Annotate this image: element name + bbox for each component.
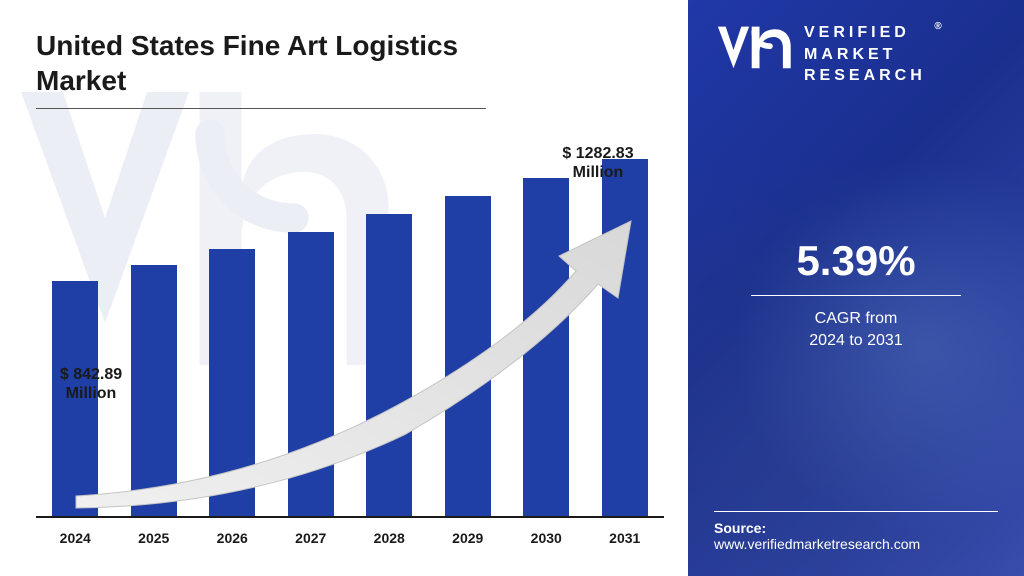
bar-2027 (272, 140, 351, 516)
x-label: 2030 (507, 530, 586, 546)
bar-2030 (507, 140, 586, 516)
source-label: Source: (714, 520, 998, 536)
summary-panel: VERIFIED MARKET RESEARCH ® 5.39% CAGR fr… (688, 0, 1024, 576)
bar-2029 (429, 140, 508, 516)
bar (366, 214, 412, 516)
bar (602, 159, 648, 516)
vm-logo-mark (714, 22, 792, 82)
x-label: 2024 (36, 530, 115, 546)
title-underline (36, 108, 486, 109)
x-label: 2028 (350, 530, 429, 546)
source-url: www.verifiedmarketresearch.com (714, 536, 998, 552)
x-label: 2031 (586, 530, 665, 546)
x-label: 2029 (429, 530, 508, 546)
stat-underline (751, 295, 961, 296)
bar-2024 (36, 140, 115, 516)
bar-2025 (115, 140, 194, 516)
cagr-caption: CAGR from 2024 to 2031 (714, 308, 998, 353)
bar (209, 249, 255, 516)
chart-panel: United States Fine Art Logistics Market … (0, 0, 688, 576)
start-value-label: $ 842.89 Million (36, 365, 146, 403)
bar-2026 (193, 140, 272, 516)
bar (523, 178, 569, 516)
end-value-label: $ 1282.83 Million (538, 144, 658, 182)
source-rule (714, 511, 998, 512)
bar-2028 (350, 140, 429, 516)
x-label: 2026 (193, 530, 272, 546)
registered-icon: ® (934, 20, 941, 34)
bar-chart: $ 842.89 Million $ 1282.83 Million 20242… (36, 140, 664, 546)
brand-name: VERIFIED MARKET RESEARCH ® (804, 22, 926, 87)
bar (445, 196, 491, 516)
bar-2031 (586, 140, 665, 516)
source-block: Source: www.verifiedmarketresearch.com (714, 511, 998, 552)
bar (288, 232, 334, 516)
x-axis-line (36, 516, 664, 518)
cagr-value: 5.39% (714, 237, 998, 285)
cagr-stat: 5.39% CAGR from 2024 to 2031 (714, 237, 998, 353)
brand-logo: VERIFIED MARKET RESEARCH ® (714, 22, 998, 87)
chart-title: United States Fine Art Logistics Market (36, 28, 536, 98)
x-label: 2025 (115, 530, 194, 546)
x-label: 2027 (272, 530, 351, 546)
